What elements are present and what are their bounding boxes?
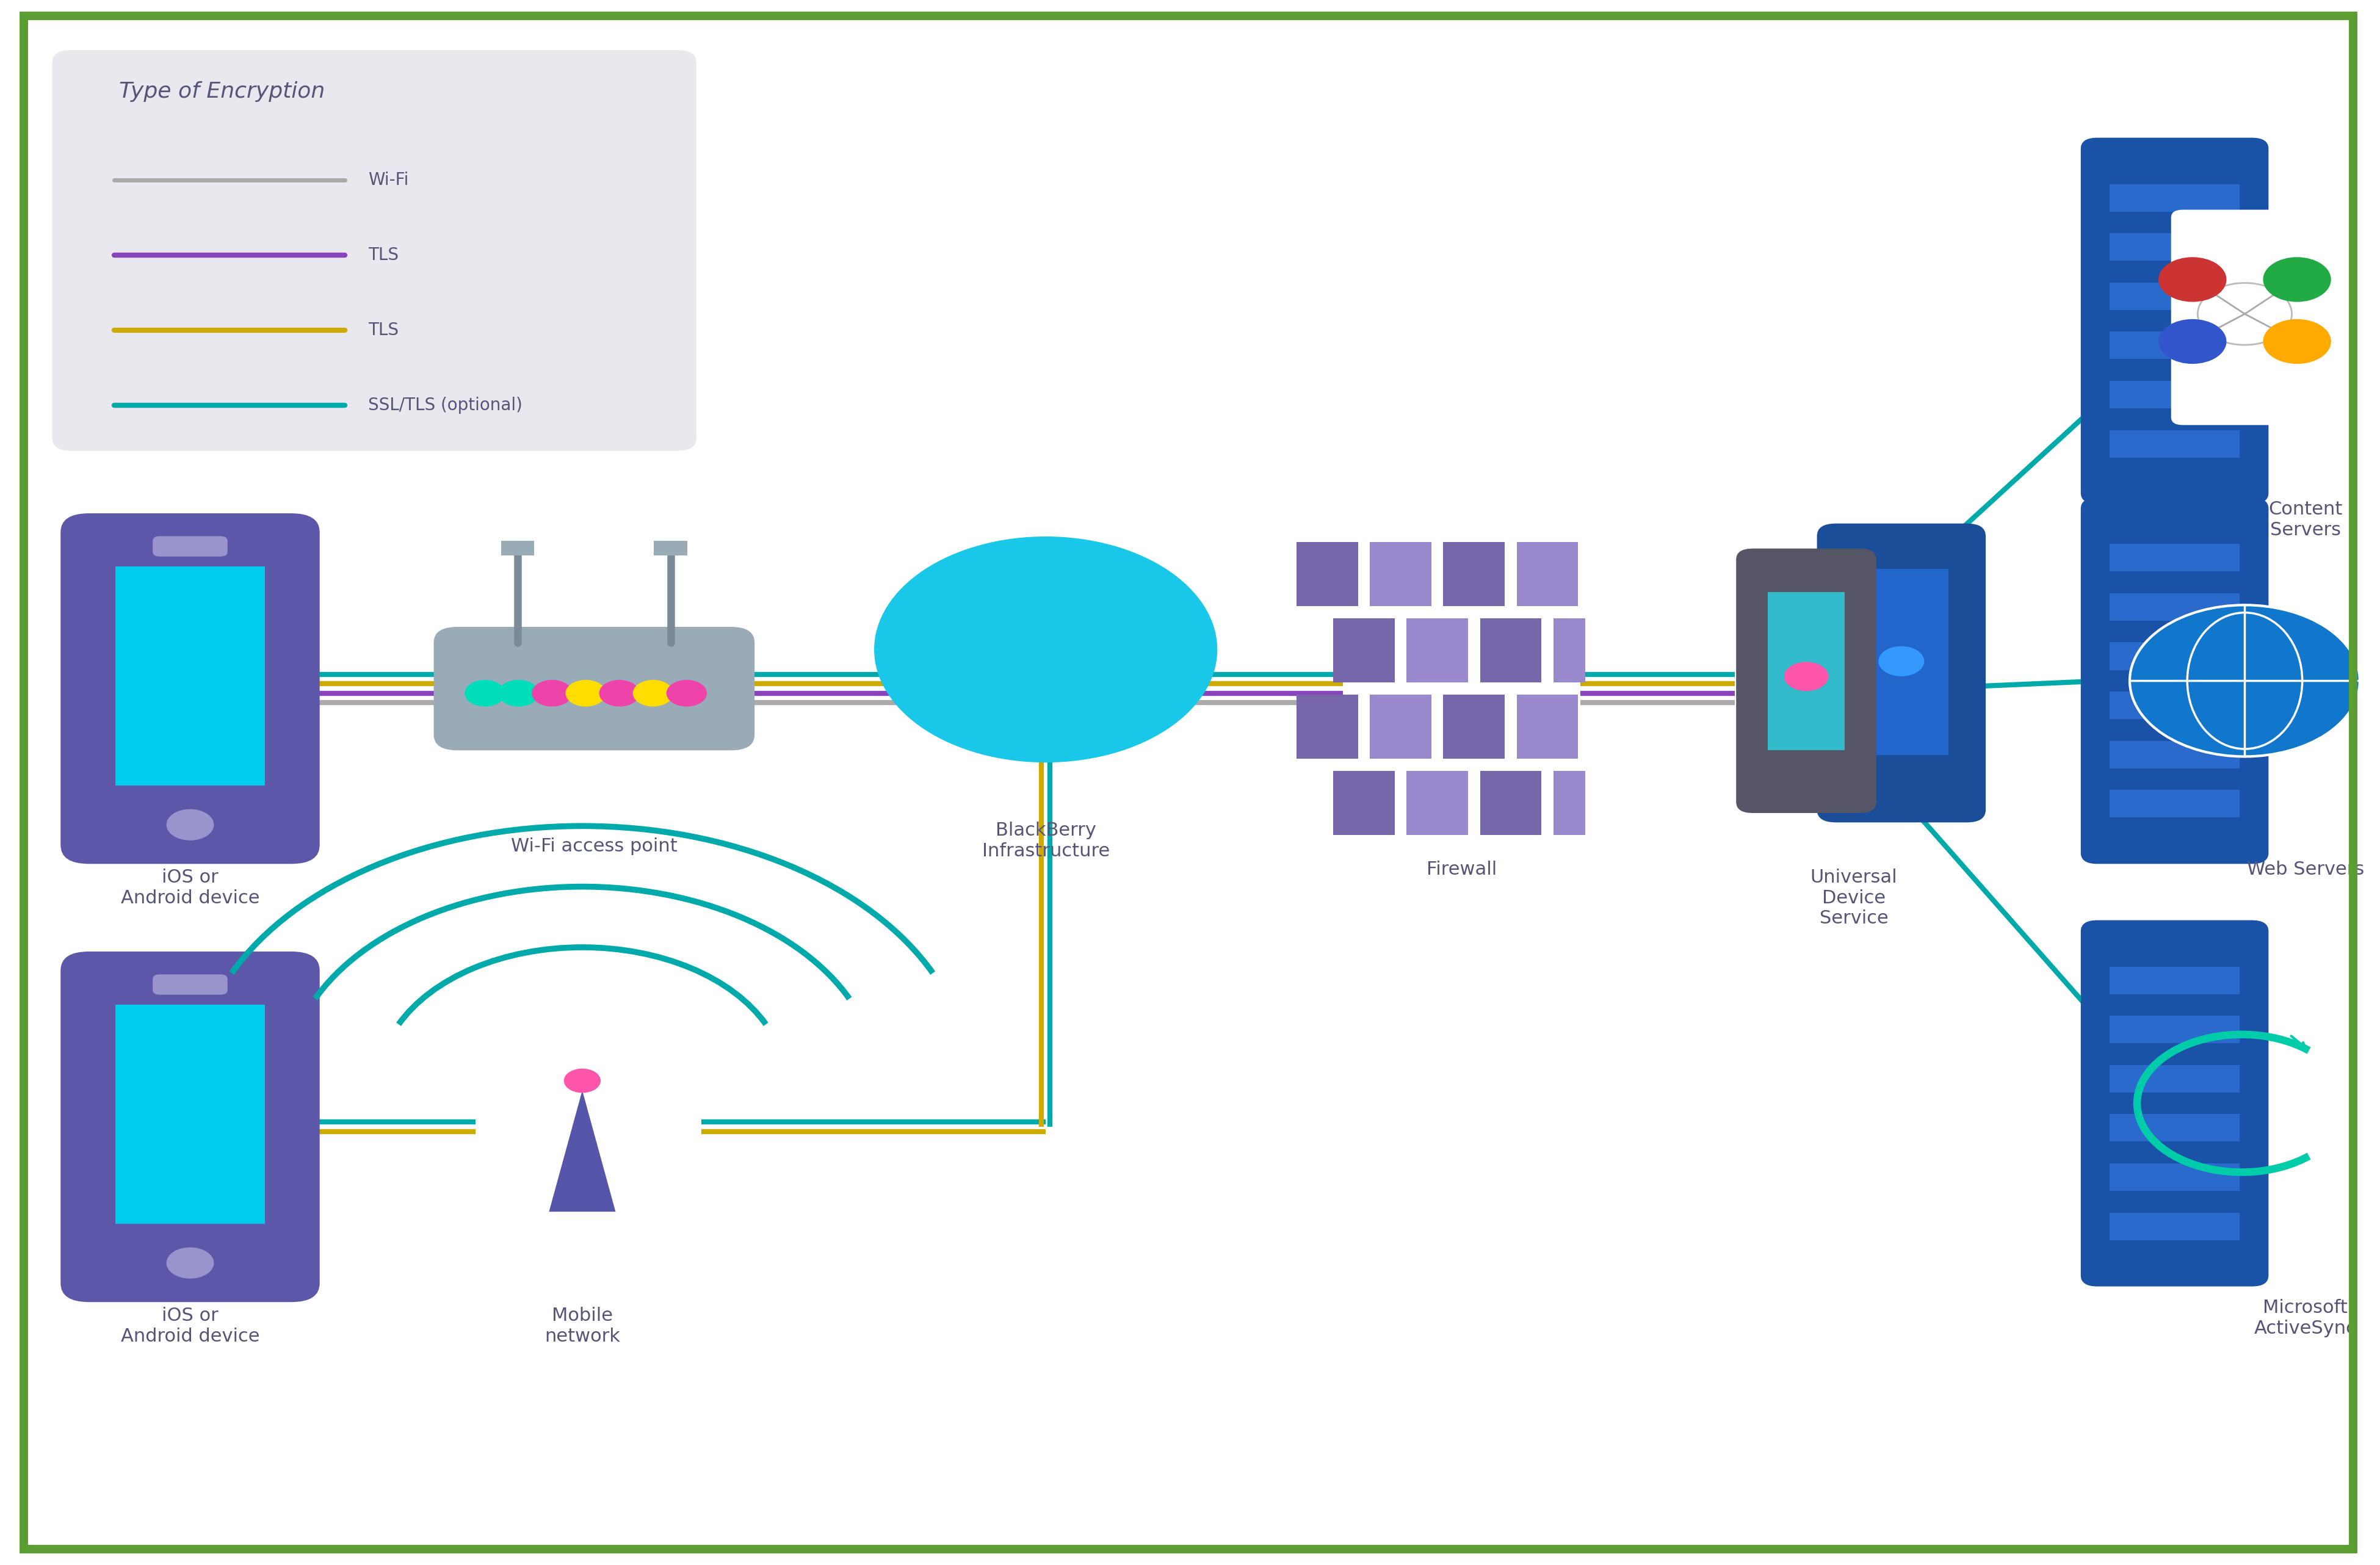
Circle shape bbox=[2159, 257, 2225, 302]
Circle shape bbox=[895, 596, 1045, 696]
Text: Content
Servers: Content Servers bbox=[2268, 501, 2342, 538]
Bar bbox=[2109, 740, 2240, 768]
Text: Microsoft
ActiveSync: Microsoft ActiveSync bbox=[2254, 1299, 2356, 1337]
Circle shape bbox=[1014, 546, 1157, 640]
Circle shape bbox=[600, 679, 640, 706]
Bar bbox=[1480, 618, 1542, 682]
FancyBboxPatch shape bbox=[52, 50, 697, 451]
FancyBboxPatch shape bbox=[2080, 138, 2268, 504]
Circle shape bbox=[633, 679, 674, 706]
Bar bbox=[1516, 543, 1578, 606]
Bar bbox=[2109, 1163, 2240, 1191]
FancyBboxPatch shape bbox=[152, 537, 228, 557]
Bar bbox=[1442, 543, 1504, 606]
Text: Universal
Device
Service: Universal Device Service bbox=[1811, 869, 1897, 928]
FancyBboxPatch shape bbox=[60, 513, 319, 864]
Polygon shape bbox=[550, 1091, 616, 1211]
Bar bbox=[1554, 772, 1585, 836]
Circle shape bbox=[971, 621, 1121, 721]
Text: Type of Encryption: Type of Encryption bbox=[119, 81, 324, 102]
FancyBboxPatch shape bbox=[60, 952, 319, 1302]
Text: Firewall: Firewall bbox=[1426, 861, 1497, 878]
Circle shape bbox=[1785, 662, 1828, 692]
Text: iOS or
Android device: iOS or Android device bbox=[121, 869, 259, 906]
Circle shape bbox=[873, 537, 1216, 762]
FancyBboxPatch shape bbox=[2080, 498, 2268, 864]
Bar bbox=[2109, 790, 2240, 817]
FancyBboxPatch shape bbox=[1816, 524, 1985, 823]
Circle shape bbox=[2263, 257, 2330, 302]
Text: Mobile
network: Mobile network bbox=[545, 1307, 621, 1344]
Bar bbox=[2109, 642, 2240, 670]
Bar bbox=[1297, 543, 1359, 606]
Bar bbox=[655, 540, 688, 556]
Circle shape bbox=[167, 809, 214, 840]
Circle shape bbox=[2130, 606, 2361, 756]
Bar bbox=[2109, 332, 2240, 360]
Bar bbox=[2109, 282, 2240, 310]
Bar bbox=[1297, 695, 1359, 759]
Text: BlackBerry
Infrastructure: BlackBerry Infrastructure bbox=[983, 822, 1109, 859]
FancyBboxPatch shape bbox=[1735, 549, 1875, 814]
Circle shape bbox=[666, 679, 707, 706]
Circle shape bbox=[1878, 646, 1923, 676]
Circle shape bbox=[497, 679, 538, 706]
Bar bbox=[1333, 772, 1395, 836]
Text: iOS or
Android device: iOS or Android device bbox=[121, 1307, 259, 1344]
Circle shape bbox=[2197, 283, 2292, 344]
Circle shape bbox=[531, 679, 571, 706]
Bar bbox=[2109, 233, 2240, 261]
Text: TLS: TLS bbox=[369, 322, 400, 338]
Circle shape bbox=[1045, 596, 1197, 696]
Circle shape bbox=[566, 679, 607, 706]
Bar bbox=[1516, 695, 1578, 759]
Circle shape bbox=[564, 1069, 600, 1092]
Circle shape bbox=[167, 1247, 214, 1279]
Circle shape bbox=[933, 546, 1078, 640]
Text: Web Servers: Web Servers bbox=[2247, 861, 2363, 878]
Bar bbox=[1371, 543, 1430, 606]
Bar bbox=[2109, 1213, 2240, 1239]
Bar bbox=[1554, 618, 1585, 682]
Text: Wi-Fi access point: Wi-Fi access point bbox=[512, 837, 678, 854]
Circle shape bbox=[1100, 637, 1209, 707]
Circle shape bbox=[952, 568, 1140, 693]
Text: SSL/TLS (optional): SSL/TLS (optional) bbox=[369, 398, 524, 413]
Bar bbox=[114, 567, 264, 786]
Bar bbox=[2109, 1114, 2240, 1142]
Circle shape bbox=[2263, 319, 2330, 365]
FancyBboxPatch shape bbox=[2080, 920, 2268, 1286]
Text: Wi-Fi: Wi-Fi bbox=[369, 172, 409, 188]
Bar bbox=[1371, 695, 1430, 759]
Bar bbox=[114, 1005, 264, 1224]
Bar bbox=[2109, 692, 2240, 720]
Bar bbox=[1854, 570, 1949, 756]
Text: TLS: TLS bbox=[369, 247, 400, 263]
Bar bbox=[2109, 593, 2240, 621]
Bar bbox=[2109, 545, 2240, 571]
Bar bbox=[2109, 1016, 2240, 1044]
Bar bbox=[2109, 185, 2240, 211]
Bar bbox=[1442, 695, 1504, 759]
Circle shape bbox=[2159, 319, 2225, 365]
Bar bbox=[1480, 772, 1542, 836]
FancyBboxPatch shape bbox=[152, 975, 228, 995]
Bar bbox=[2109, 967, 2240, 994]
Circle shape bbox=[883, 637, 992, 707]
Bar bbox=[1333, 618, 1395, 682]
Bar bbox=[2109, 380, 2240, 408]
Circle shape bbox=[464, 679, 505, 706]
FancyBboxPatch shape bbox=[433, 628, 754, 750]
Bar bbox=[1407, 772, 1468, 836]
Bar bbox=[1768, 592, 1844, 750]
Bar bbox=[2109, 1064, 2240, 1092]
Bar bbox=[2109, 430, 2240, 457]
Bar bbox=[502, 540, 533, 556]
Bar bbox=[1407, 618, 1468, 682]
FancyBboxPatch shape bbox=[2171, 210, 2342, 426]
